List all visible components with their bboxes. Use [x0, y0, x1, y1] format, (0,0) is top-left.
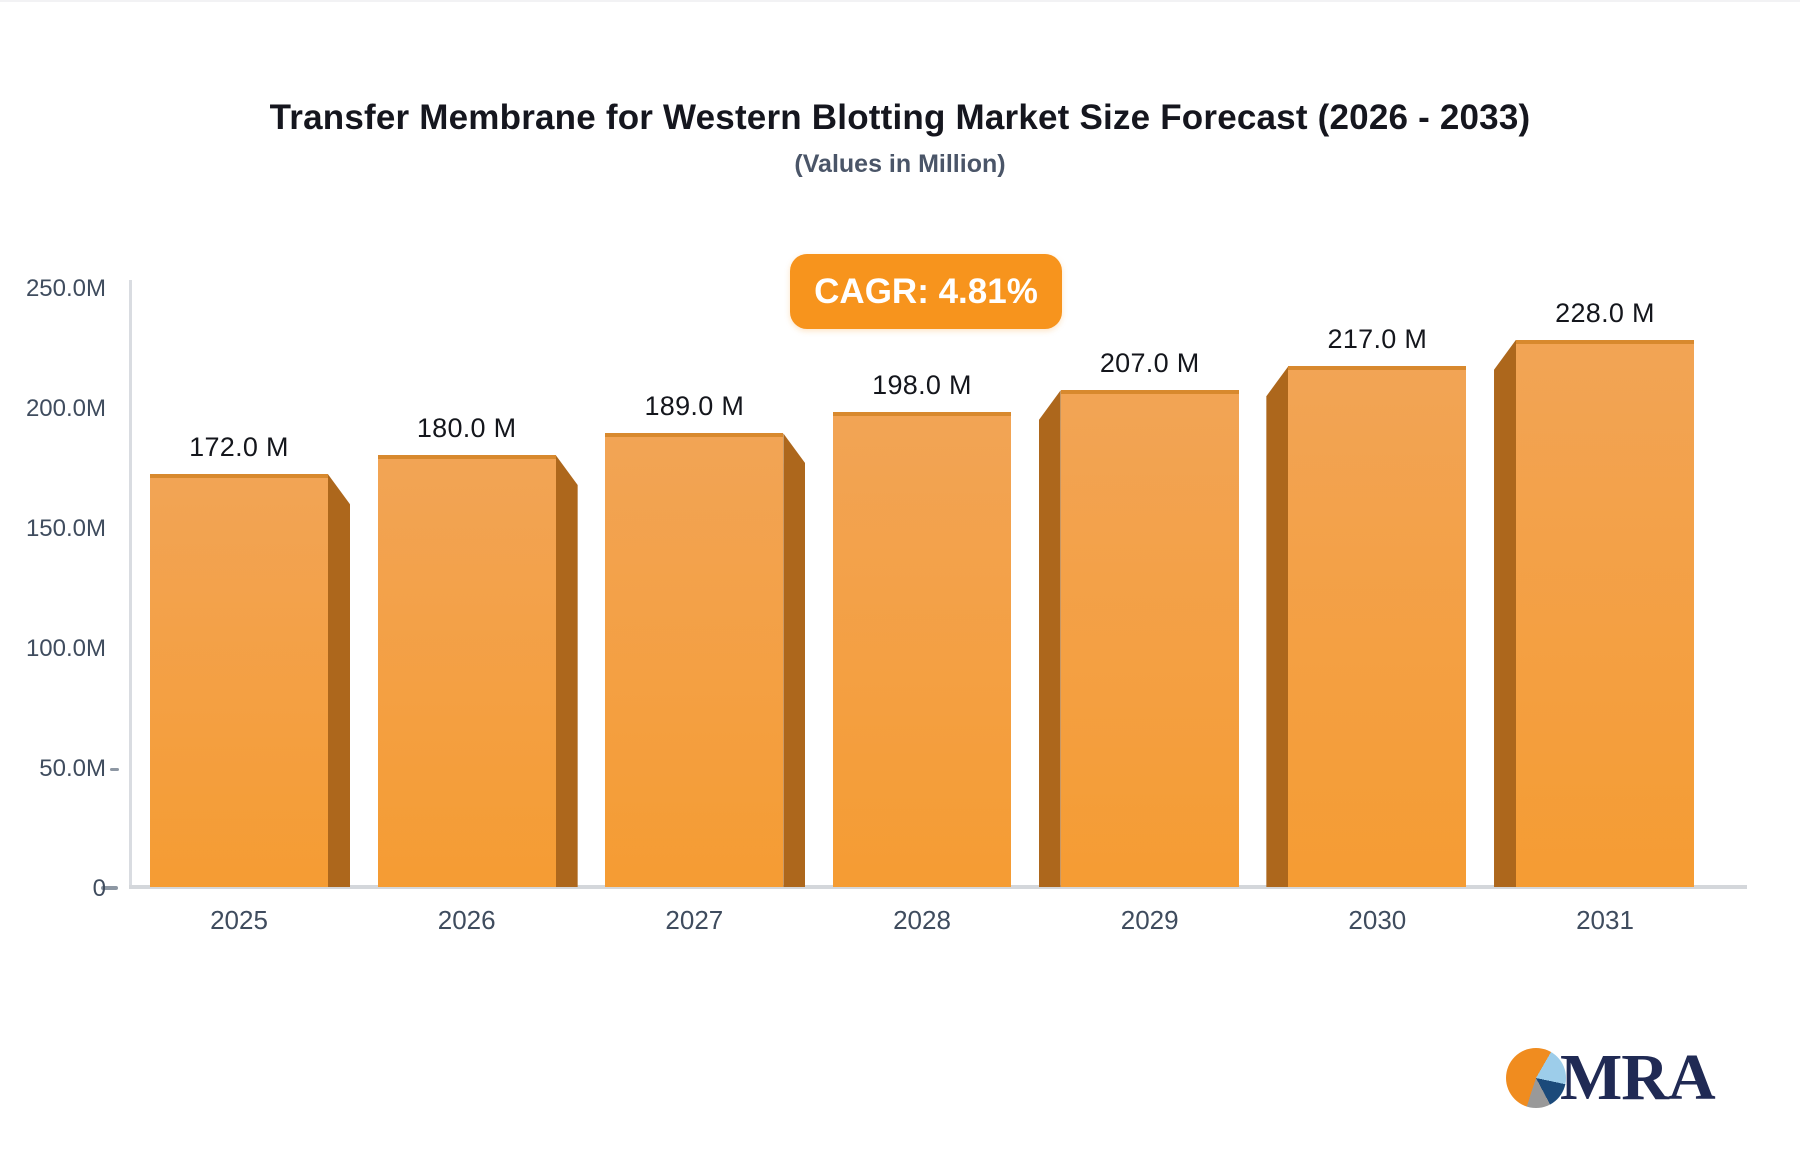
- x-axis-label: 2029: [1120, 905, 1179, 935]
- x-axis-baseline: [129, 885, 1747, 889]
- bar-side-face: [555, 455, 578, 887]
- bar-value-label: 189.0 M: [644, 391, 745, 422]
- bar-side-face: [328, 474, 350, 887]
- x-axis-label: 2031: [1576, 905, 1634, 935]
- x-axis-label: 2025: [210, 905, 268, 935]
- y-tick-50m: [110, 768, 119, 771]
- bar-2025: [150, 474, 328, 887]
- y-axis-line: [129, 280, 132, 888]
- bar-side-face: [1038, 390, 1061, 887]
- bar-2026: [377, 455, 556, 887]
- chart-title: Transfer Membrane for Western Blotting M…: [269, 98, 1531, 137]
- y-axis-label: 150.0M: [25, 515, 106, 542]
- bar-value-label: 198.0 M: [872, 369, 972, 400]
- bar-value-label: 207.0 M: [1099, 348, 1200, 379]
- x-axis-label: 2027: [665, 905, 724, 935]
- brand-logo-text: MRA: [1560, 1041, 1716, 1114]
- bar-value-label: 172.0 M: [189, 432, 289, 463]
- y-tick-0: [101, 886, 118, 890]
- x-axis-label: 2030: [1348, 905, 1407, 935]
- bar-2029: [1060, 390, 1239, 887]
- pie-chart-icon: [1506, 1048, 1566, 1108]
- chart-subtitle: (Values in Million): [794, 150, 1006, 178]
- bar-side-face: [783, 433, 806, 887]
- bar-value-label: 228.0 M: [1555, 297, 1655, 328]
- y-axis-label: 200.0M: [25, 395, 106, 422]
- bar-value-label: 180.0 M: [416, 413, 517, 443]
- y-axis-label: 50.0M: [39, 755, 106, 782]
- cagr-badge-label: CAGR: 4.81%: [814, 271, 1038, 311]
- y-axis-label: 250.0M: [25, 275, 106, 302]
- bar-2027: [605, 433, 784, 887]
- y-axis-label: 0: [92, 875, 106, 902]
- x-axis-label: 2028: [893, 905, 951, 935]
- cagr-badge: CAGR: 4.81%: [790, 254, 1062, 329]
- bar-side-face: [1266, 366, 1289, 887]
- x-axis-label: 2026: [437, 905, 496, 935]
- bar-value-label: 217.0 M: [1327, 324, 1428, 355]
- bar-2028: [833, 411, 1011, 887]
- brand-logo: MRA: [1506, 1040, 1716, 1116]
- bar-2030: [1288, 366, 1467, 887]
- bar-side-face: [1494, 339, 1517, 887]
- bar-2031: [1516, 339, 1695, 887]
- y-axis-label: 100.0M: [25, 635, 106, 662]
